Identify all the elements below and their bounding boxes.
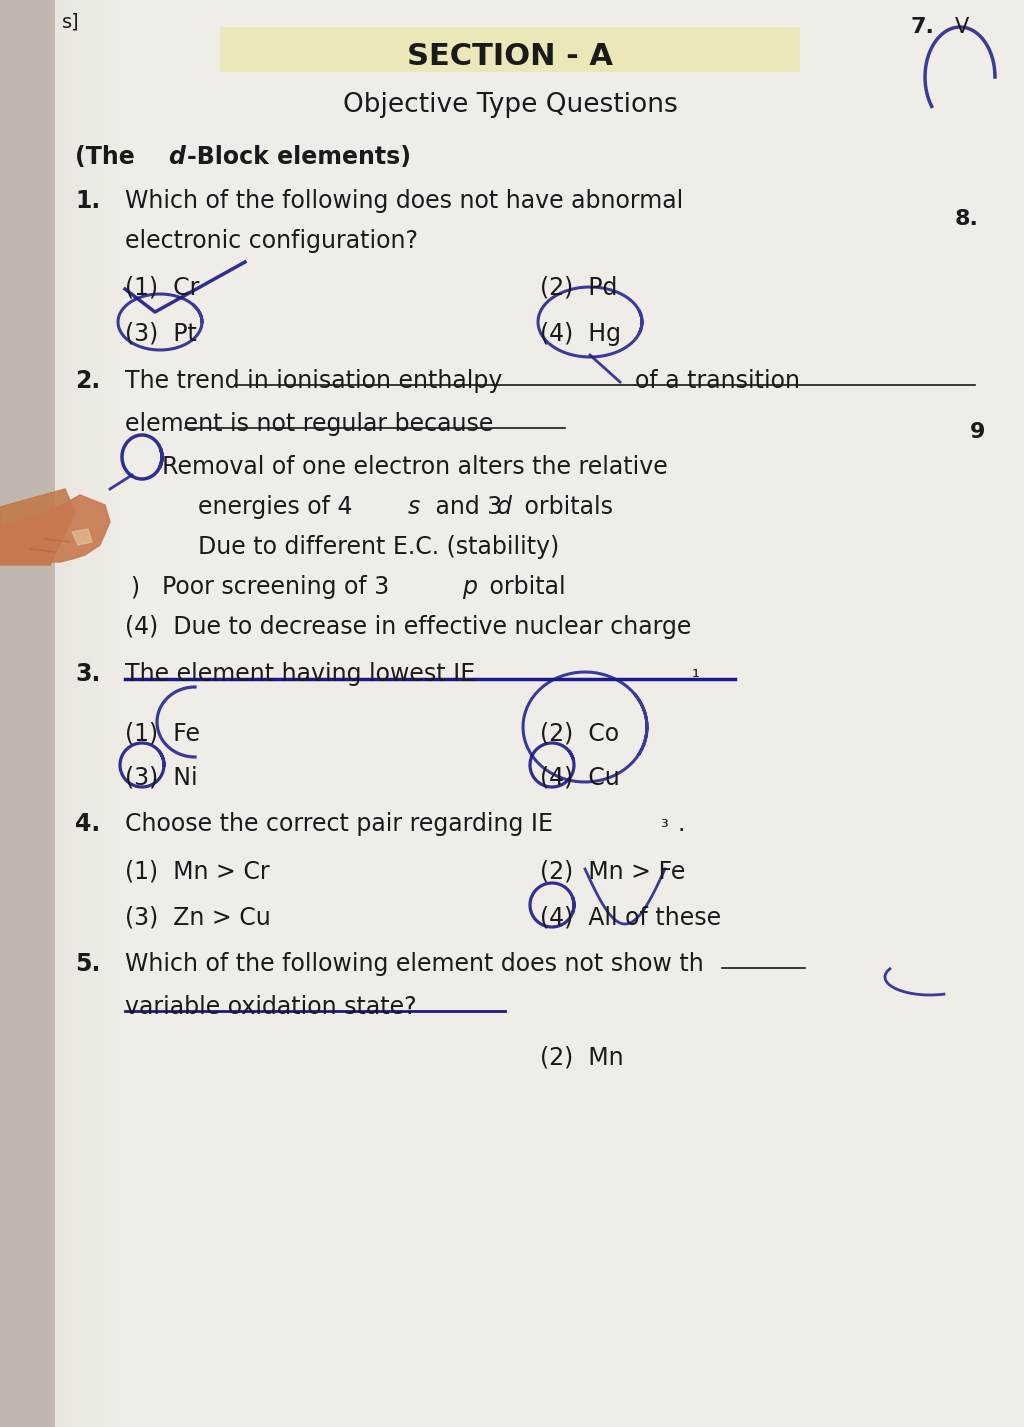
Text: (2)  Pd: (2) Pd [540, 275, 617, 300]
Text: (1)  Fe: (1) Fe [125, 722, 200, 746]
Text: electronic configuration?: electronic configuration? [125, 228, 418, 253]
Text: (2)  Mn: (2) Mn [540, 1045, 624, 1069]
Bar [220, 27, 800, 71]
Text: Objective Type Questions: Objective Type Questions [343, 91, 677, 118]
Polygon shape [72, 529, 92, 545]
Text: 9: 9 [970, 422, 985, 442]
Text: 4.: 4. [75, 812, 100, 836]
Bar [76, 0, 80, 1427]
Text: 5.: 5. [75, 952, 100, 976]
Text: Which of the following element does not show th: Which of the following element does not … [125, 952, 703, 976]
Text: p: p [462, 575, 477, 599]
Text: (The: (The [75, 146, 143, 168]
Bar [86, 0, 90, 1427]
Text: and 3: and 3 [428, 495, 502, 519]
Text: ): ) [130, 575, 139, 599]
Text: (3)  Pt: (3) Pt [125, 323, 197, 345]
Text: element is not regular because: element is not regular because [125, 412, 494, 437]
Bar [69, 0, 73, 1427]
Text: (2)  Co: (2) Co [540, 722, 620, 746]
Text: (4)  Cu: (4) Cu [540, 765, 620, 789]
Text: ₃: ₃ [660, 812, 668, 831]
Text: The element having lowest IE: The element having lowest IE [125, 662, 475, 686]
Text: ₁: ₁ [692, 662, 699, 681]
Bar [0, 0, 55, 1427]
Text: 1.: 1. [75, 188, 100, 213]
Text: V: V [955, 17, 970, 37]
Text: (2)  Mn > Fe: (2) Mn > Fe [540, 859, 685, 883]
Bar [66, 0, 69, 1427]
Text: .: . [678, 812, 685, 836]
Text: Choose the correct pair regarding IE: Choose the correct pair regarding IE [125, 812, 553, 836]
Text: energies of 4: energies of 4 [198, 495, 352, 519]
Text: (4)  Hg: (4) Hg [540, 323, 621, 345]
Text: s]: s] [62, 11, 80, 31]
Text: Due to different E.C. (stability): Due to different E.C. (stability) [198, 535, 559, 559]
Text: (3)  Ni: (3) Ni [125, 765, 198, 789]
Text: 7.: 7. [910, 17, 934, 37]
Bar [93, 0, 97, 1427]
Text: The trend in ionisation enthalpy: The trend in ionisation enthalpy [125, 370, 510, 392]
Bar [97, 0, 100, 1427]
Text: (4)  Due to decrease in effective nuclear charge: (4) Due to decrease in effective nuclear… [125, 615, 691, 639]
Text: 3.: 3. [75, 662, 100, 686]
Text: variable oxidation state?: variable oxidation state? [125, 995, 417, 1019]
Polygon shape [0, 495, 110, 562]
Text: -Block elements): -Block elements) [187, 146, 411, 168]
Bar [73, 0, 76, 1427]
Bar [100, 0, 104, 1427]
Bar [80, 0, 83, 1427]
Bar [90, 0, 93, 1427]
Text: d: d [168, 146, 185, 168]
Text: 2.: 2. [75, 370, 100, 392]
Text: (3)  Zn > Cu: (3) Zn > Cu [125, 905, 270, 929]
Bar [108, 0, 111, 1427]
Text: Removal of one electron alters the relative: Removal of one electron alters the relat… [162, 455, 668, 479]
Text: s: s [408, 495, 420, 519]
Text: 8.: 8. [955, 208, 979, 228]
Text: Poor screening of 3: Poor screening of 3 [162, 575, 389, 599]
Bar [111, 0, 115, 1427]
Text: d: d [497, 495, 512, 519]
Text: (1)  Cr: (1) Cr [125, 275, 200, 300]
Bar [55, 0, 58, 1427]
Text: orbitals: orbitals [517, 495, 613, 519]
Text: Which of the following does not have abnormal: Which of the following does not have abn… [125, 188, 683, 213]
Text: (1)  Mn > Cr: (1) Mn > Cr [125, 859, 269, 883]
Text: of a transition: of a transition [635, 370, 800, 392]
Text: SECTION - A: SECTION - A [407, 41, 613, 71]
Bar [62, 0, 66, 1427]
Bar [115, 0, 118, 1427]
Bar [83, 0, 86, 1427]
Bar [122, 0, 125, 1427]
Bar [118, 0, 122, 1427]
Bar [104, 0, 108, 1427]
Text: (4)  All of these: (4) All of these [540, 905, 721, 929]
Bar [58, 0, 62, 1427]
Text: orbital: orbital [482, 575, 565, 599]
Polygon shape [0, 489, 75, 565]
